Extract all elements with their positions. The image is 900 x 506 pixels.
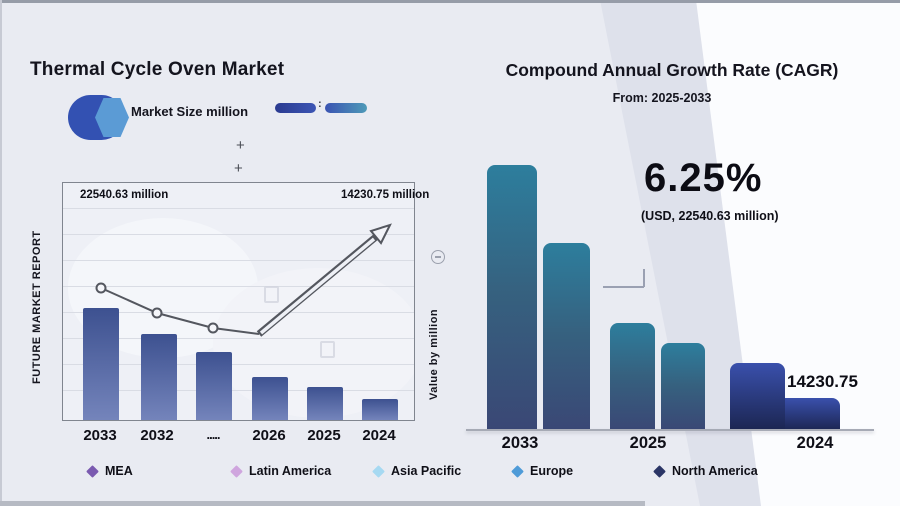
page-title: Thermal Cycle Oven Market (30, 59, 285, 80)
gridline (63, 234, 414, 235)
diamond-icon (372, 464, 385, 478)
cagr-x-tick-2025: 2025 (629, 434, 667, 452)
cagr-bar-2033-b (543, 243, 590, 431)
legend-label: Europe (530, 464, 574, 478)
cagr-bar-2033-a (487, 165, 537, 431)
document-ghost-icon (264, 286, 279, 303)
chart-annotation-right: 14230.75 million (341, 189, 430, 201)
cagr-bar-2024-b (785, 398, 840, 431)
diamond-icon (86, 464, 99, 478)
step-decoration-line (643, 269, 645, 287)
chart-annotation-left: 22540.63 million (80, 189, 169, 201)
value-axis-label: Value by million (428, 308, 440, 400)
market-size-chart-plot-area (63, 183, 414, 420)
gridline (63, 286, 414, 287)
legend-item-latin-america: Latin America (230, 464, 332, 478)
plus-decoration: + (236, 137, 245, 154)
bar-2033 (83, 308, 119, 420)
step-decoration-line (603, 286, 644, 288)
legend-item-asia-pacific: Asia Pacific (372, 464, 462, 478)
x-tick-2025: 2025 (307, 427, 341, 444)
legend-pill-dark (275, 103, 316, 113)
clock-icon (431, 250, 445, 264)
legend-label: North America (672, 464, 758, 478)
market-size-legend-label: Market Size million (131, 104, 249, 119)
cagr-basis: (USD, 22540.63 million) (641, 209, 779, 223)
legend-pill-teal (325, 103, 367, 113)
cagr-x-axis-line (466, 429, 874, 431)
bar-2025 (307, 387, 343, 420)
x-tick-2033: 2033 (83, 427, 117, 444)
market-size-chart (62, 182, 415, 421)
gridline (63, 312, 414, 313)
gridline (63, 390, 414, 391)
legend-pill-colon: : (318, 98, 322, 110)
bar-2026 (252, 377, 288, 420)
top-border-line (0, 0, 900, 3)
gridline (63, 338, 414, 339)
cagr-x-tick-2024: 2024 (796, 434, 834, 452)
diamond-icon (653, 464, 666, 478)
bottom-border-strip (0, 501, 645, 506)
bar-dots (196, 352, 232, 420)
x-tick-2032: 2032 (140, 427, 174, 444)
cagr-value: 6.25% (644, 156, 763, 200)
diamond-icon (511, 464, 524, 478)
cagr-subtitle: From: 2025-2033 (612, 91, 712, 105)
document-ghost-icon (320, 341, 335, 358)
market-size-icon (68, 95, 129, 140)
cagr-title: Compound Annual Growth Rate (CAGR) (505, 60, 839, 80)
cagr-bar-2025-b (661, 343, 705, 431)
plus-decoration: + (234, 160, 243, 177)
gridline (63, 208, 414, 209)
legend-item-europe: Europe (511, 464, 574, 478)
cagr-bar-2024-a (730, 363, 785, 431)
x-tick-dots: ..... (206, 427, 220, 442)
legend-label: Asia Pacific (391, 464, 462, 478)
diamond-icon (230, 464, 243, 478)
trend-line-arrow (95, 223, 392, 337)
x-tick-2024: 2024 (362, 427, 396, 444)
gridline (63, 260, 414, 261)
cagr-x-tick-2033: 2033 (501, 434, 539, 452)
bar-2024 (362, 399, 398, 420)
legend-label: Latin America (249, 464, 332, 478)
cagr-bar-value-label: 14230.75 (787, 372, 858, 391)
cagr-bar-2025-a (610, 323, 655, 431)
legend-label: MEA (105, 464, 133, 478)
left-border-line (0, 0, 2, 506)
legend-item-north-america: North America (653, 464, 758, 478)
bar-2032 (141, 334, 177, 420)
x-tick-2026: 2026 (252, 427, 286, 444)
gridline (63, 364, 414, 365)
legend-item-mea: MEA (86, 464, 133, 478)
watermark-future-market-report: FUTURE MARKET REPORT (31, 230, 43, 384)
